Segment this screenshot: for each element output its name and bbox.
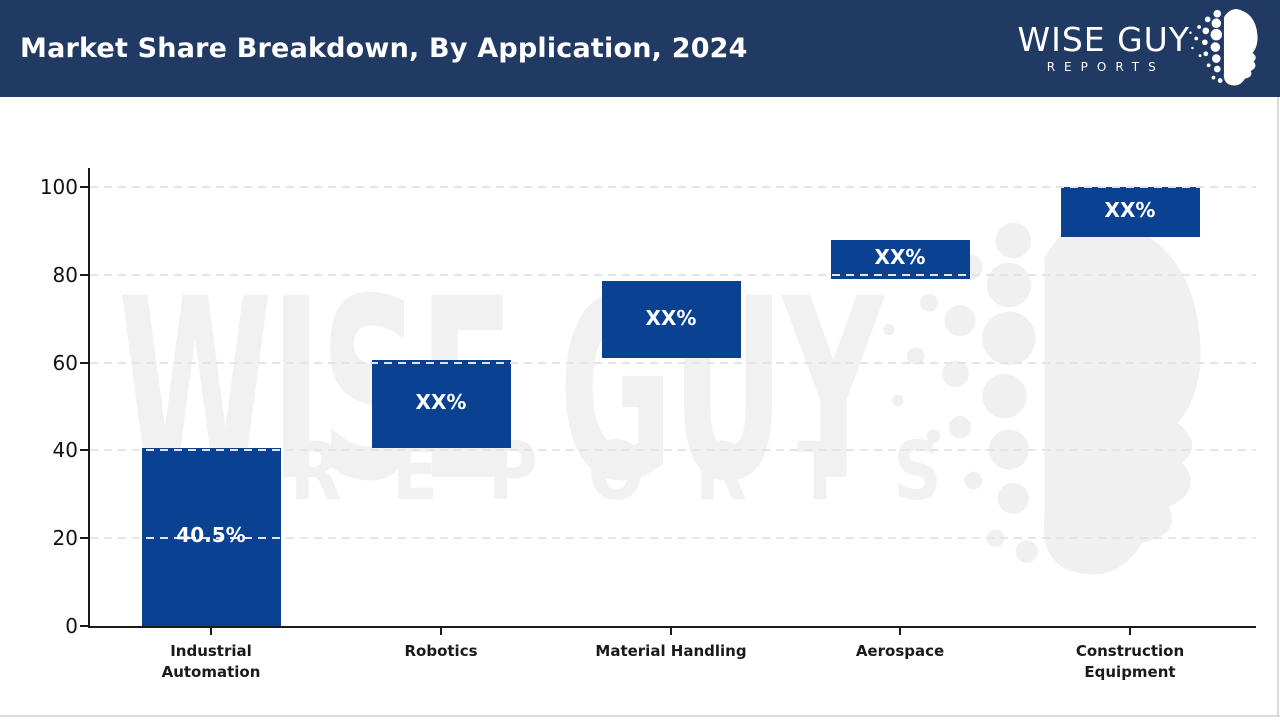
x-label-robotics: Robotics [404, 642, 478, 660]
y-tick-label-0: 0 [65, 614, 78, 638]
y-tick-80 [80, 273, 88, 276]
y-tick-label-40: 40 [52, 438, 78, 463]
x-tick-construction-equipment [1129, 628, 1131, 635]
y-tick-label-60: 60 [52, 350, 78, 375]
bar-robotics [371, 360, 511, 449]
x-axis-line [88, 626, 1256, 628]
y-tick-label-80: 80 [52, 262, 78, 287]
header-bar: Market Share Breakdown, By Application, … [0, 0, 1280, 97]
gridline-60 [90, 361, 1256, 364]
x-label-material-handling: Material Handling [595, 642, 747, 660]
y-tick-60 [80, 361, 88, 364]
bar-label-robotics: XX% [415, 390, 467, 415]
bar-aerospace [830, 239, 970, 280]
bar-label-aerospace: XX% [874, 245, 926, 270]
bar-industrial-automation [141, 448, 281, 626]
bar-label-material-handling: XX% [645, 305, 697, 330]
x-tick-material-handling [670, 628, 672, 635]
x-tick-aerospace [899, 628, 901, 635]
bar-material-handling [601, 281, 741, 359]
x-label-industrial-automation: Industrial Automation [161, 642, 261, 681]
gridline-80 [90, 273, 1256, 276]
x-label-construction-equipment: Construction Equipment [1075, 642, 1185, 681]
bar-label-industrial-automation: 40.5% [176, 523, 246, 548]
bar-construction-equipment [1060, 187, 1200, 238]
page-title: Market Share Breakdown, By Application, … [20, 33, 748, 64]
y-tick-label-20: 20 [52, 526, 78, 551]
bar-label-construction-equipment: XX% [1104, 198, 1156, 223]
right-divider [1277, 97, 1279, 717]
wiseguy-logo: WISE GUY REPORTS [1017, 6, 1262, 92]
y-tick-label-100: 100 [39, 175, 78, 199]
logo-subtext: REPORTS [1046, 60, 1165, 74]
bottom-divider [0, 715, 1280, 717]
y-tick-0 [80, 625, 88, 627]
gridline-100 [90, 186, 1256, 188]
wiseguy-dotted-head-icon [1189, 8, 1258, 85]
gridline-20 [90, 537, 1256, 540]
logo-wordmark: WISE GUY [1017, 20, 1190, 59]
x-tick-industrial-automation [210, 628, 212, 635]
gridline-40 [90, 449, 1256, 452]
y-tick-20 [80, 537, 88, 540]
x-label-aerospace: Aerospace [855, 642, 945, 660]
y-axis-line [88, 168, 90, 628]
y-tick-100 [80, 186, 88, 188]
y-tick-40 [80, 449, 88, 452]
x-tick-robotics [440, 628, 442, 635]
chart-area: WISE GUY R E P O R T S 0 20 40 60 80 100 40.5%… [0, 97, 1280, 720]
wiseguy-logo-text: WISE GUY REPORTS [1017, 23, 1190, 74]
